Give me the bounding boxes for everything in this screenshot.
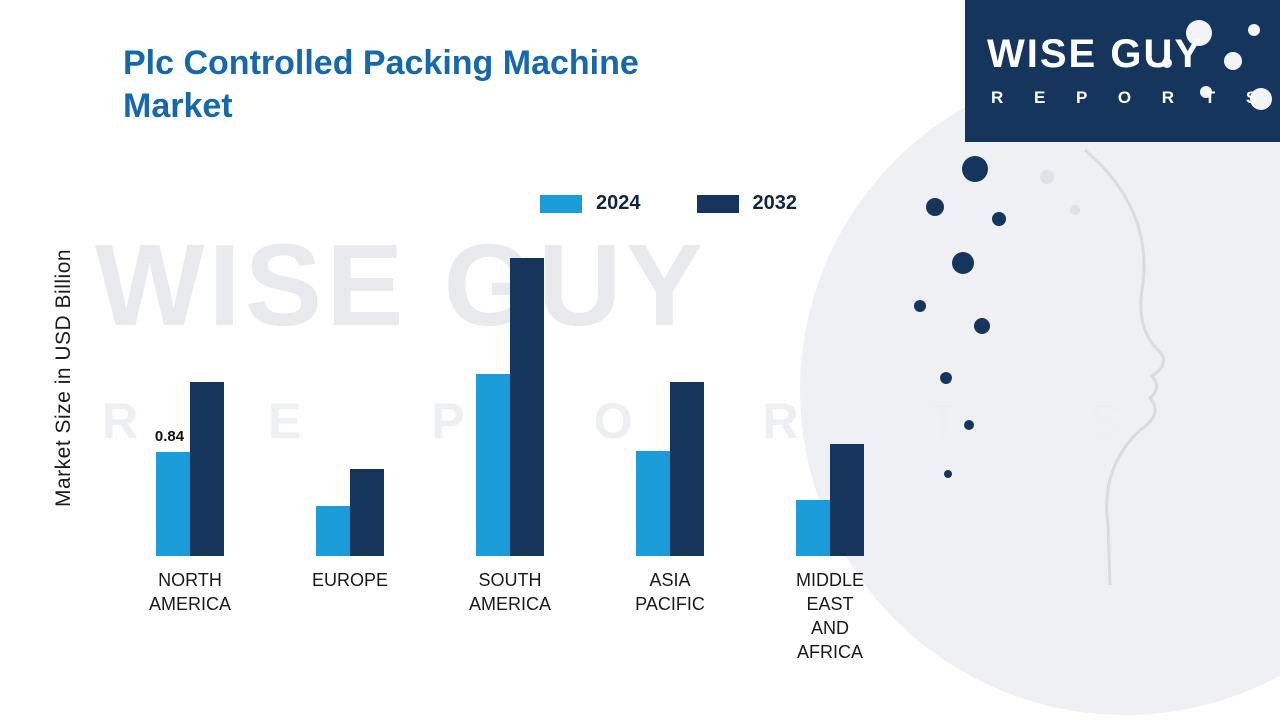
bar-2032-middle-east-and-africa — [830, 444, 864, 556]
bar-2032-south-america — [510, 258, 544, 556]
legend-swatch-2024 — [540, 194, 582, 213]
category-label-north-america: NORTH AMERICA — [148, 570, 231, 614]
y-axis-label: Market Size in USD Billion — [52, 248, 75, 508]
bar-group-middle-east-and-africa — [750, 246, 910, 556]
category-label-asia-pacific: ASIA PACIFIC — [635, 570, 705, 614]
legend-swatch-2032 — [696, 194, 739, 213]
brand-logo-name: WISE GUY — [987, 32, 1204, 76]
page-title: Plc Controlled Packing Machine Market — [123, 44, 639, 125]
bar-chart-plot: 0.84 — [110, 246, 910, 556]
category-label-south-america: SOUTH AMERICA — [468, 570, 551, 614]
bar-2024-south-america — [476, 374, 510, 556]
chart-legend: 2024 2032 — [540, 192, 797, 215]
legend-label-2024: 2024 — [596, 192, 641, 214]
bar-2024-north-america: 0.84 — [155, 428, 190, 556]
bar-2032-europe — [350, 469, 384, 556]
bar-group-south-america — [430, 246, 590, 556]
bar-group-europe — [270, 246, 430, 556]
category-axis: NORTH AMERICA EUROPE SOUTH AMERICA ASIA PACIFI… — [110, 568, 910, 664]
bar-2032-north-america — [190, 382, 224, 556]
bar-2024-asia-pacific — [636, 451, 670, 556]
category-label-europe: EUROPE — [311, 570, 389, 590]
bar-group-asia-pacific — [590, 246, 750, 556]
legend-item-2024: 2024 — [540, 192, 641, 215]
legend-label-2032: 2032 — [752, 192, 798, 214]
bar-2032-asia-pacific — [670, 382, 704, 556]
brand-logo: WISE GUY R E P O R T S — [965, 0, 1280, 142]
legend-item-2032: 2032 — [696, 192, 798, 215]
bar-2024-middle-east-and-africa — [796, 500, 830, 556]
bar-group-north-america: 0.84 — [110, 246, 270, 556]
brand-logo-subtitle: R E P O R T S — [991, 88, 1271, 107]
bar-value-label: 0.84 — [154, 428, 185, 445]
bar-2024-europe — [316, 506, 350, 556]
category-label-middle-east-and-africa: MIDDLE EAST AND AFRICA — [795, 570, 864, 662]
